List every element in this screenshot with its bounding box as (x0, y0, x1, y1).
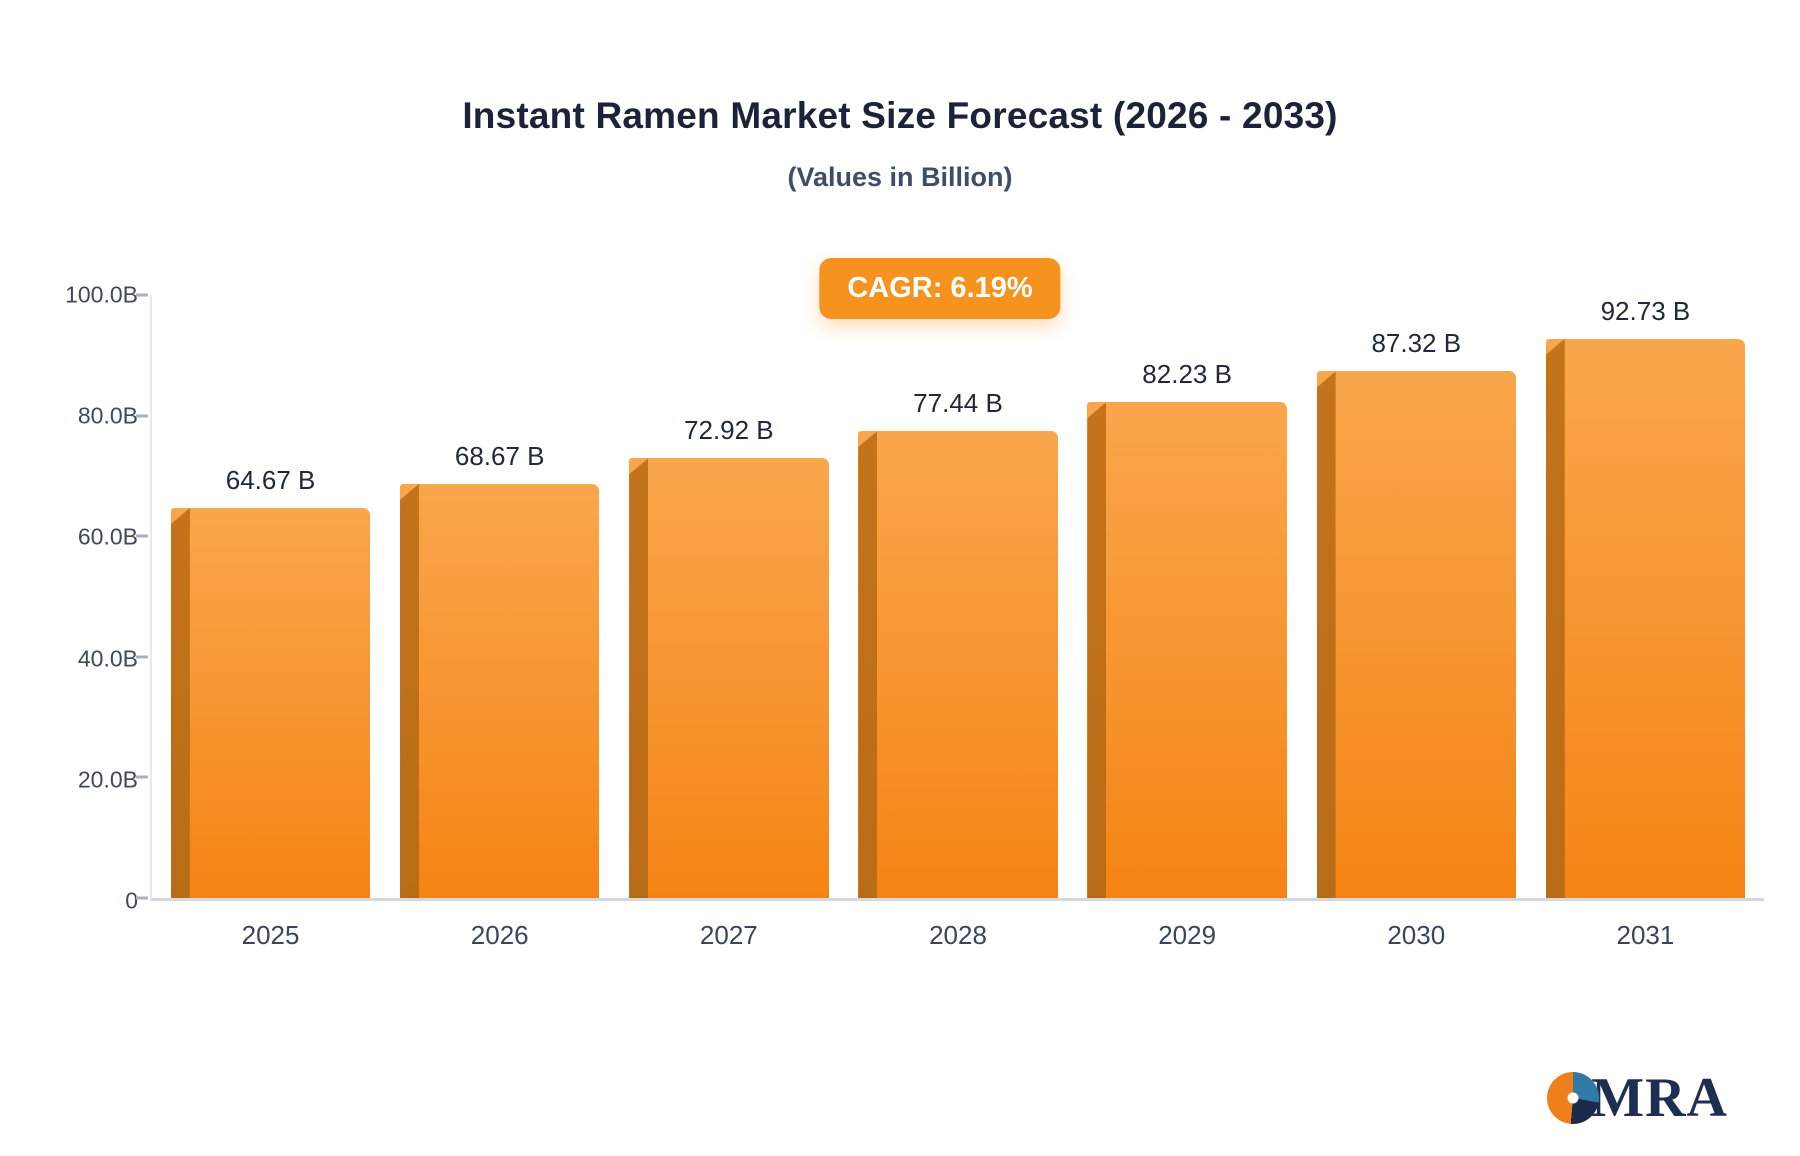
x-axis-label-2030: 2030 (1387, 920, 1446, 950)
cagr-badge: CAGR: 6.19% (819, 258, 1061, 319)
x-axis-label-2025: 2025 (241, 920, 300, 950)
bar-slot: 77.44 B (843, 295, 1072, 898)
bars-container: 64.67 B 68.67 B 72.92 B 77.44 B 82.23 B 87.32… (152, 295, 1764, 898)
bar-slot: 87.32 B (1302, 295, 1531, 898)
bar-value-label: 87.32 B (1371, 328, 1462, 359)
y-tick-mark (136, 896, 148, 900)
y-tick-mark (136, 775, 148, 779)
x-axis-label-2029: 2029 (1158, 920, 1217, 950)
x-axis-label-2031: 2031 (1616, 920, 1675, 950)
x-axis-label-2028: 2028 (929, 920, 987, 950)
bar-value-label: 77.44 B (913, 388, 1003, 419)
bar-2027[interactable]: 72.92 B (629, 415, 829, 898)
x-axis-label-2027: 2027 (699, 920, 758, 950)
bar-2029[interactable]: 82.23 B (1087, 359, 1287, 898)
bar-value-label: 68.67 B (454, 440, 545, 471)
x-axis-label-2026: 2026 (470, 920, 529, 950)
y-tick-mark (136, 534, 148, 538)
bar-2025[interactable]: 64.67 B (170, 465, 371, 898)
brand-logo-text: MRA (1591, 1067, 1728, 1129)
bar-value-label: 64.67 B (225, 465, 316, 496)
bar-slot: 64.67 B (156, 295, 385, 898)
y-axis: 100.0B 80.0B 60.0B 40.0B 20.0B 0 (30, 282, 148, 914)
bar-2030[interactable]: 87.32 B (1316, 328, 1516, 898)
bar-value-label: 82.23 B (1142, 359, 1232, 390)
pie-circle-icon (1547, 1072, 1600, 1124)
plot-area: 64.67 B 68.67 B 72.92 B 77.44 B 82.23 B 87.32… (136, 293, 1764, 950)
y-tick-mark (136, 655, 148, 659)
bar-slot: 82.23 B (1073, 295, 1302, 898)
bar-slot: 92.73 B (1531, 295, 1760, 898)
bar-slot: 72.92 B (614, 295, 843, 898)
y-tick-label: 0 (125, 887, 138, 914)
y-tick-label: 80.0B (77, 402, 138, 429)
bar-value-label: 92.73 B (1600, 295, 1691, 326)
y-tick-mark (136, 293, 148, 297)
y-tick-mark (136, 414, 148, 418)
chart-title: Instant Ramen Market Size Forecast (2026… (462, 95, 1338, 136)
y-tick-label: 100.0B (65, 281, 138, 308)
bar-chart: 100.0B 80.0B 60.0B 40.0B 20.0B 0 64.67 B 68.67… (30, 282, 1770, 950)
chart-subtitle: (Values in Billion) (787, 162, 1013, 192)
bar-2026[interactable]: 68.67 B (400, 441, 600, 898)
bar-value-label: 72.92 B (684, 415, 774, 446)
y-tick-label: 20.0B (77, 766, 138, 793)
brand-logo: MRA (1547, 1066, 1728, 1130)
y-tick-label: 60.0B (77, 523, 138, 550)
bar-2028[interactable]: 77.44 B (858, 388, 1058, 898)
bar-slot: 68.67 B (385, 295, 614, 898)
bar-2031[interactable]: 92.73 B (1545, 296, 1746, 898)
x-axis: 2025 2026 2027 2028 2029 2030 2031 (152, 898, 1764, 951)
y-tick-label: 40.0B (77, 645, 138, 672)
